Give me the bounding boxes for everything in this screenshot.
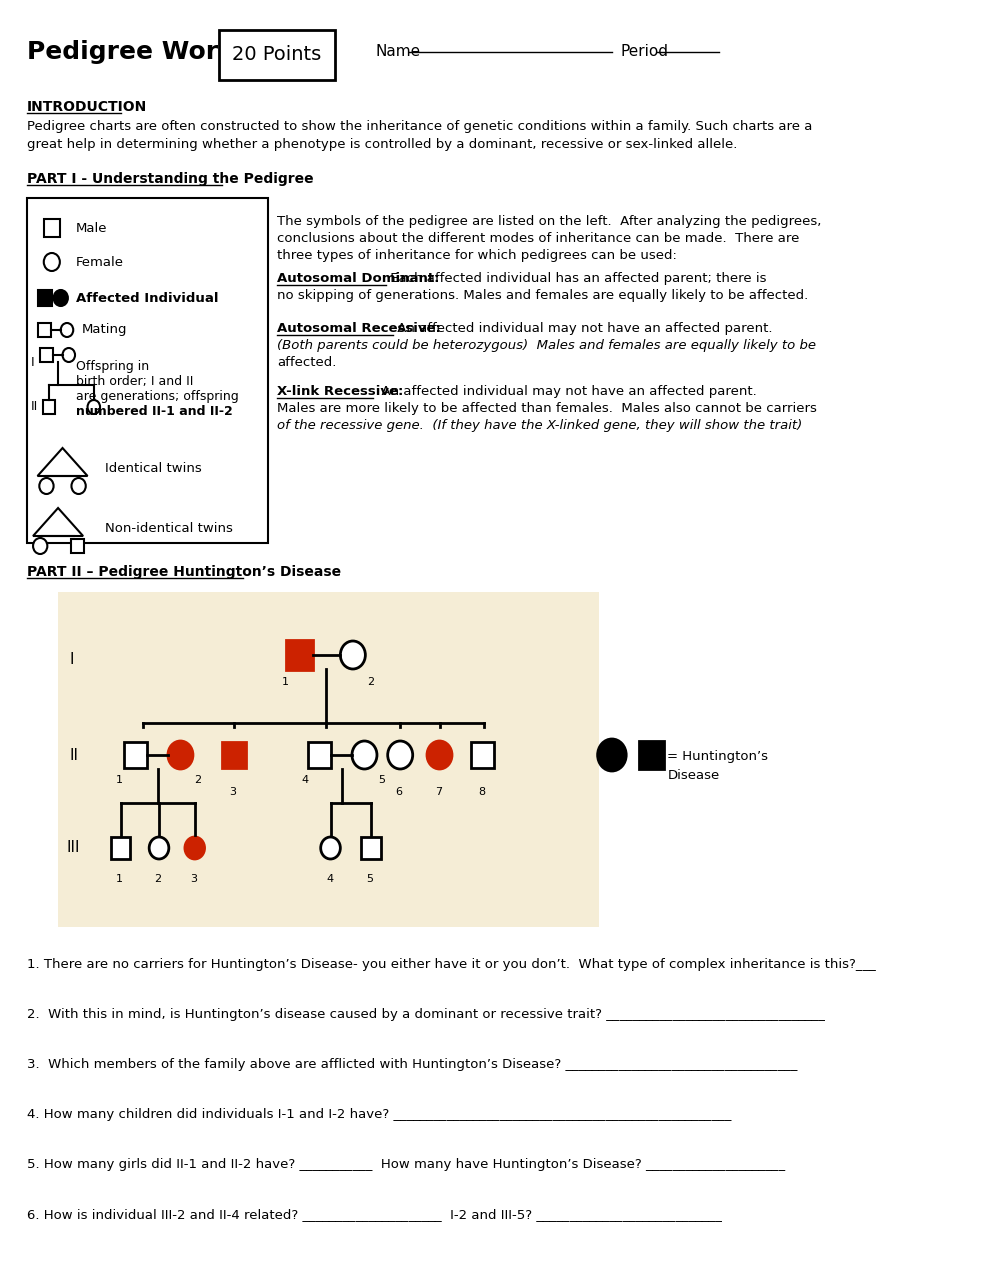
Text: 5: 5 [366, 874, 373, 884]
Circle shape [427, 740, 452, 769]
Circle shape [597, 739, 626, 771]
Text: are generations; offspring: are generations; offspring [76, 389, 238, 404]
Text: 3: 3 [190, 874, 197, 884]
Bar [223, 742, 245, 769]
Text: 1: 1 [116, 775, 123, 785]
Text: 7: 7 [435, 787, 442, 797]
Text: 1. There are no carriers for Huntington’s Disease- you either have it or you don: 1. There are no carriers for Huntington’… [27, 958, 875, 971]
Bar [58, 592, 598, 927]
Bar [44, 219, 60, 237]
Text: The symbols of the pedigree are listed on the left.  After analyzing the pedigre: The symbols of the pedigree are listed o… [277, 215, 821, 228]
Text: Non-identical twins: Non-identical twins [106, 521, 233, 534]
Circle shape [185, 836, 205, 860]
Text: no skipping of generations. Males and females are equally likely to be affected.: no skipping of generations. Males and fe… [277, 290, 808, 302]
Bar [43, 400, 55, 414]
Text: An affected individual may not have an affected parent.: An affected individual may not have an a… [374, 386, 758, 398]
Text: II: II [31, 401, 38, 414]
Polygon shape [33, 509, 83, 535]
Circle shape [320, 836, 340, 860]
Bar [71, 539, 84, 553]
Text: Period: Period [621, 45, 669, 59]
Text: affected.: affected. [277, 356, 336, 369]
Text: III: III [67, 840, 80, 856]
Text: (Both parents could be heterozygous)  Males and females are equally likely to be: (Both parents could be heterozygous) Mal… [277, 339, 816, 352]
Bar [38, 290, 51, 306]
Circle shape [62, 348, 75, 363]
Text: An affected individual may not have an affected parent.: An affected individual may not have an a… [393, 322, 772, 336]
Bar [39, 323, 50, 337]
Polygon shape [38, 448, 88, 477]
Text: Offspring in: Offspring in [76, 360, 149, 373]
Text: 2: 2 [367, 676, 374, 687]
Bar [309, 742, 331, 769]
Text: 6: 6 [396, 787, 403, 797]
Text: 5: 5 [378, 775, 385, 785]
Circle shape [88, 400, 100, 414]
Text: 5. How many girls did II-1 and II-2 have? ___________  How many have Huntington’: 5. How many girls did II-1 and II-2 have… [27, 1158, 785, 1171]
Text: birth order; I and II: birth order; I and II [76, 375, 193, 388]
Text: 4: 4 [302, 775, 309, 785]
Circle shape [149, 836, 169, 860]
Text: I: I [69, 652, 74, 667]
Circle shape [352, 740, 377, 769]
Circle shape [40, 478, 53, 494]
Text: Disease: Disease [668, 769, 720, 781]
Text: Name: Name [375, 45, 420, 59]
Circle shape [44, 254, 60, 272]
Text: 4. How many children did individuals I-1 and I-2 have? _________________________: 4. How many children did individuals I-1… [27, 1108, 731, 1121]
Text: 2.  With this in mind, is Huntington’s disease caused by a dominant or recessive: 2. With this in mind, is Huntington’s di… [27, 1008, 825, 1021]
Text: 3: 3 [229, 787, 236, 797]
Text: Males are more likely to be affected than females.  Males also cannot be carrier: Males are more likely to be affected tha… [277, 402, 817, 415]
Text: PART I - Understanding the Pedigree: PART I - Understanding the Pedigree [27, 172, 314, 186]
Text: 8: 8 [478, 787, 485, 797]
Text: 1: 1 [116, 874, 123, 884]
Text: Female: Female [76, 255, 124, 269]
Bar [27, 199, 268, 543]
Text: PART II – Pedigree Huntington’s Disease: PART II – Pedigree Huntington’s Disease [27, 565, 341, 579]
Text: X-link Recessive:: X-link Recessive: [277, 386, 404, 398]
Bar [125, 742, 147, 769]
Text: 4: 4 [326, 874, 333, 884]
Bar [41, 348, 52, 363]
Text: 2: 2 [194, 775, 201, 785]
Text: Pedigree charts are often constructed to show the inheritance of genetic conditi: Pedigree charts are often constructed to… [27, 120, 812, 133]
Circle shape [388, 740, 412, 769]
Circle shape [71, 478, 86, 494]
Circle shape [33, 538, 47, 553]
Text: Autosomal Recessive:: Autosomal Recessive: [277, 322, 441, 336]
Text: Each affected individual has an affected parent; there is: Each affected individual has an affected… [386, 272, 766, 284]
Text: 3.  Which members of the family above are afflicted with Huntington’s Disease? _: 3. Which members of the family above are… [27, 1058, 797, 1071]
Text: great help in determining whether a phenotype is controlled by a dominant, reces: great help in determining whether a phen… [27, 138, 737, 151]
Bar [639, 740, 664, 769]
Bar [111, 836, 131, 860]
Circle shape [60, 323, 73, 337]
Text: numbered II-1 and II-2: numbered II-1 and II-2 [76, 405, 232, 418]
Text: Pedigree Worksheet: Pedigree Worksheet [27, 40, 314, 64]
Text: conclusions about the different modes of inheritance can be made.  There are: conclusions about the different modes of… [277, 232, 799, 245]
Circle shape [53, 290, 68, 306]
Bar [361, 836, 381, 860]
Text: 2: 2 [154, 874, 161, 884]
Bar [286, 640, 313, 670]
Text: I: I [31, 356, 34, 369]
Text: INTRODUCTION: INTRODUCTION [27, 100, 147, 114]
Bar [471, 742, 494, 769]
Text: Male: Male [76, 222, 108, 234]
Text: three types of inheritance for which pedigrees can be used:: three types of inheritance for which ped… [277, 249, 676, 263]
Text: Autosomal Dominant:: Autosomal Dominant: [277, 272, 439, 284]
Circle shape [340, 640, 365, 669]
Text: Mating: Mating [82, 324, 128, 337]
Text: Identical twins: Identical twins [106, 461, 202, 474]
Text: 20 Points: 20 Points [232, 46, 321, 64]
Bar [219, 29, 335, 79]
Text: II: II [69, 748, 79, 762]
Text: 1: 1 [282, 676, 289, 687]
Text: = Huntington’s: = Huntington’s [668, 749, 768, 763]
Text: of the recessive gene.  (If they have the X-linked gene, they will show the trai: of the recessive gene. (If they have the… [277, 419, 802, 432]
Text: Affected Individual: Affected Individual [76, 292, 219, 305]
Circle shape [168, 740, 193, 769]
Text: 6. How is individual III-2 and II-4 related? _____________________  I-2 and III-: 6. How is individual III-2 and II-4 rela… [27, 1208, 722, 1221]
